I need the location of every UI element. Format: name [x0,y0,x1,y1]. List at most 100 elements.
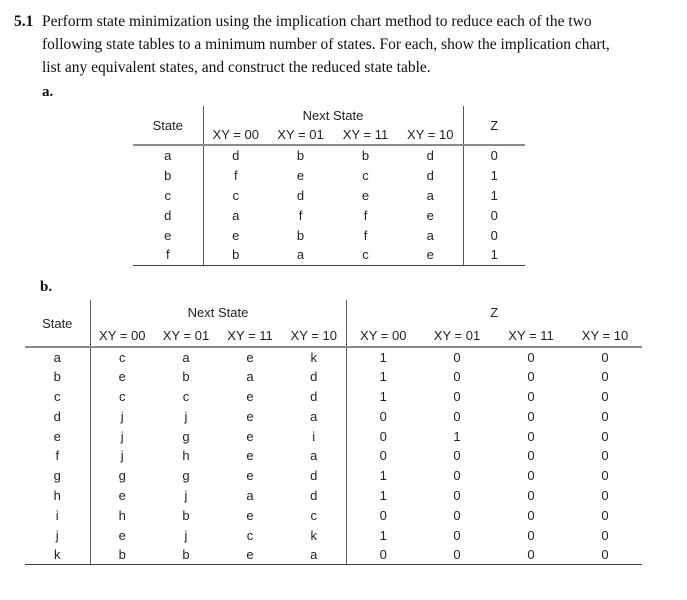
output-cell: 0 [453,527,461,543]
output-cell: 1 [462,245,525,266]
next-state-cell: d [310,487,318,503]
output-cell: 0 [601,448,609,464]
next-state-cell: f [363,227,368,243]
next-state-cell: e [246,349,254,365]
input-combination-header: XY = 10 [398,125,463,146]
table-row: i h b e c 0 0 0 0 [25,505,642,526]
state-cell: g [53,468,61,484]
next-state-cell: j [89,406,154,427]
state-table-b: State Next State Z XY = 00 XY = 01 XY = … [25,300,642,566]
state-cell: b [53,369,61,385]
next-state-cell: c [89,386,154,407]
next-state-cell: c [333,245,398,266]
input-combination-header: XY = 10 [568,324,642,348]
next-state-cell: e [89,366,154,387]
table-row: d a f f e 0 [133,205,525,225]
table-row: e e b f a 0 [133,225,525,245]
next-state-cell: a [426,187,434,203]
state-column-header: State [133,106,203,146]
next-state-cell: a [182,349,190,365]
next-state-cell: e [246,448,254,464]
output-cell: 1 [345,465,420,486]
next-state-cell: d [296,187,305,203]
output-cell: 0 [345,406,420,427]
next-state-cell: e [202,225,268,245]
next-state-cell: e [89,485,154,506]
next-state-cell: j [89,445,154,466]
output-cell: 0 [453,448,461,464]
next-state-cell: d [310,388,318,404]
state-cell: c [164,187,172,203]
problem-statement: 5.1 Perform state minimization using the … [14,10,610,79]
state-cell: k [25,544,90,566]
next-state-cell: b [89,544,154,566]
input-combination-header: XY = 11 [218,324,282,348]
output-cell: 1 [462,165,525,185]
output-cell: 0 [453,349,461,365]
next-state-cell: a [202,205,268,225]
problem-statement-line: 5.1 Perform state minimization using the … [14,10,610,33]
next-state-cell: g [182,468,190,484]
table-row: a d b b d 0 [133,145,525,165]
problem-statement-line: list any equivalent states, and construc… [42,59,431,76]
table-row: d j j e a 0 0 0 0 [25,406,642,427]
next-state-cell: c [202,185,268,205]
table-row: c c d e a 1 [133,185,525,205]
next-state-cell: b [182,369,190,385]
input-combination-header: XY = 10 [282,324,346,348]
state-cell: c [54,388,61,404]
output-cell: 0 [527,468,535,484]
next-state-cell: i [312,428,316,444]
next-state-cell: d [310,468,318,484]
next-state-cell: c [362,167,369,183]
state-table-a: State Next State Z XY = 00 XY = 01 XY = … [133,106,525,266]
output-cell: 0 [345,445,420,466]
next-state-cell: b [361,148,370,163]
output-cell: 0 [601,487,609,503]
input-combination-header: XY = 01 [420,324,494,348]
output-cell: 0 [527,388,535,404]
state-cell: e [53,428,61,444]
next-state-cell: e [426,207,434,223]
output-cell: 0 [527,408,535,424]
next-state-cell: j [184,487,188,503]
output-cell: 0 [453,388,461,404]
output-cell: 1 [345,386,420,407]
next-state-cell: j [184,408,188,424]
input-combination-header: XY = 11 [333,125,398,146]
output-cell: 0 [462,145,525,165]
next-state-cell: c [310,507,318,523]
table-row: g g g e d 1 0 0 0 [25,465,642,486]
z-column-header: Z [462,106,525,146]
next-state-cell: g [182,428,190,444]
output-cell: 0 [527,448,535,464]
output-cell: 0 [601,369,609,385]
next-state-cell: e [89,525,154,545]
next-state-cell: c [89,347,154,367]
state-cell: a [164,148,172,163]
problem-number: 5.1 [14,13,34,30]
problem-statement-line: following state tables to a minimum numb… [42,36,610,53]
next-state-cell: d [426,148,434,163]
output-cell: 0 [527,369,535,385]
next-state-group-header: Next State [202,106,463,125]
output-cell: 1 [345,485,420,506]
output-cell: 0 [453,408,461,424]
output-cell: 0 [462,225,525,245]
table-row: b f e c d 1 [133,165,525,185]
next-state-cell: e [246,507,254,523]
output-cell: 0 [527,527,535,543]
next-state-cell: g [89,465,154,486]
state-cell: j [55,527,59,543]
state-cell: h [53,487,61,503]
section-label-a: a. [42,84,54,100]
next-state-cell: e [246,468,254,484]
state-cell: a [53,349,61,365]
table-row: a c a e k 1 0 0 0 [25,347,642,367]
output-cell: 0 [453,507,461,523]
next-state-cell: e [361,187,370,203]
output-cell: 0 [527,487,535,503]
